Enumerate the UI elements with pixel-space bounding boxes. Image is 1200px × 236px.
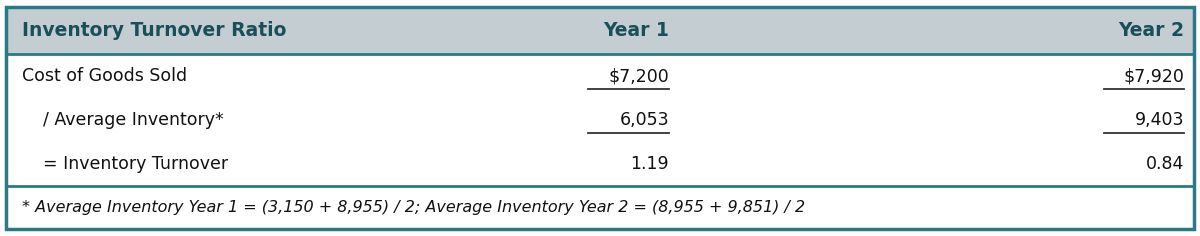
Text: Inventory Turnover Ratio: Inventory Turnover Ratio — [22, 21, 286, 40]
Text: 6,053: 6,053 — [619, 111, 668, 129]
Text: 1.19: 1.19 — [630, 155, 668, 173]
Text: = Inventory Turnover: = Inventory Turnover — [43, 155, 228, 173]
Text: Year 2: Year 2 — [1118, 21, 1184, 40]
Bar — [6, 186, 1194, 229]
Bar — [6, 142, 1194, 186]
Bar — [6, 7, 1194, 54]
Bar — [6, 54, 1194, 98]
Text: $7,200: $7,200 — [608, 67, 668, 85]
Text: $7,920: $7,920 — [1123, 67, 1184, 85]
Text: 0.84: 0.84 — [1146, 155, 1184, 173]
Text: 9,403: 9,403 — [1135, 111, 1184, 129]
Bar — [6, 98, 1194, 142]
Text: Year 1: Year 1 — [604, 21, 668, 40]
Text: * Average Inventory Year 1 = (3,150 + 8,955) / 2; Average Inventory Year 2 = (8,: * Average Inventory Year 1 = (3,150 + 8,… — [22, 200, 805, 215]
Text: / Average Inventory*: / Average Inventory* — [43, 111, 223, 129]
Text: Cost of Goods Sold: Cost of Goods Sold — [22, 67, 187, 85]
